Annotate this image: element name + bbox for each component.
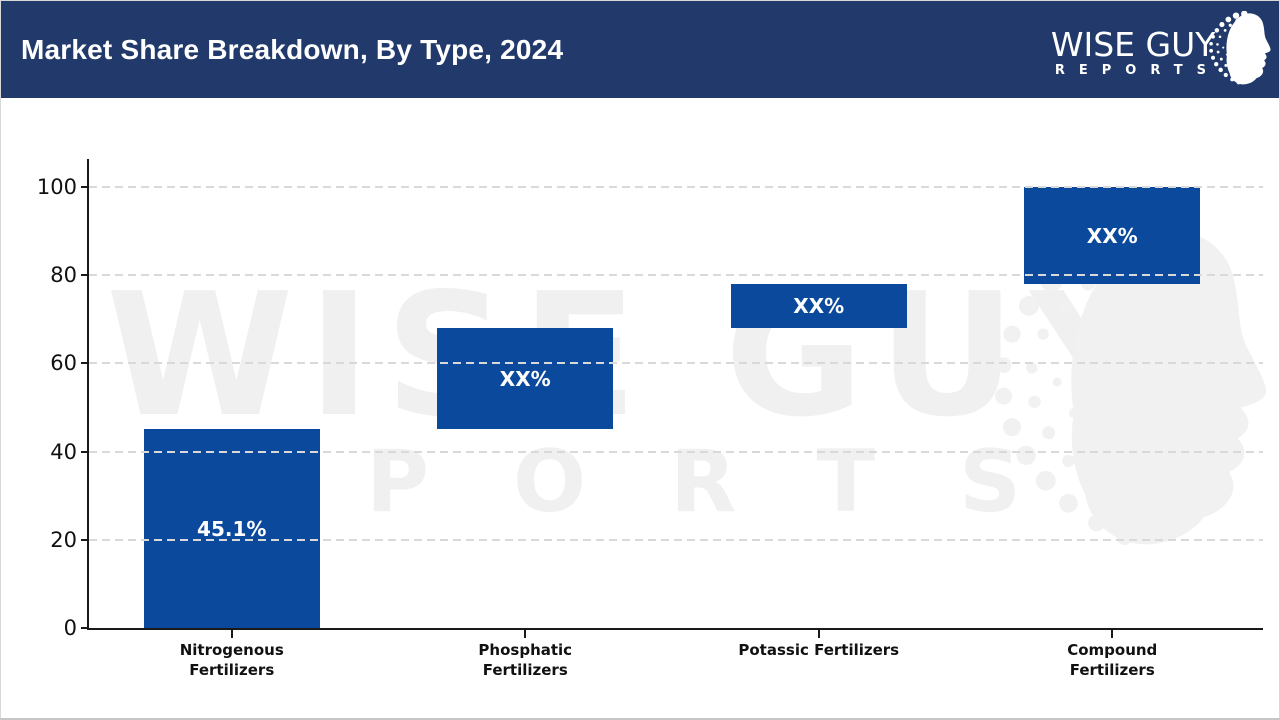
- y-gridline: [89, 186, 1263, 188]
- x-tick: [817, 630, 820, 638]
- bar: 45.1%: [143, 429, 320, 628]
- y-tick-label: 100: [36, 175, 77, 199]
- wise-guy-reports-logo: WISE GUY REPORTS: [1051, 9, 1273, 91]
- y-gridline: [89, 274, 1263, 277]
- x-category-label: Potassic Fertilizers: [738, 641, 900, 659]
- y-tick: [81, 450, 89, 453]
- y-gridline: [89, 538, 1263, 541]
- bar-value-label: XX%: [793, 294, 845, 319]
- y-tick-label: 0: [63, 616, 77, 640]
- logo-text-block: WISE GUY REPORTS: [1051, 28, 1220, 77]
- bar-value-label: XX%: [499, 366, 551, 391]
- watermark-ports-text: PORTS: [366, 432, 1106, 532]
- y-tick: [81, 186, 89, 188]
- y-tick: [81, 362, 89, 365]
- y-gridline: [89, 362, 1263, 365]
- x-category-label: Nitrogenous Fertilizers: [179, 641, 284, 679]
- bar: XX%: [437, 328, 614, 430]
- y-tick: [81, 538, 89, 541]
- logo-face-profile-icon: [1209, 10, 1271, 84]
- x-tick: [524, 630, 527, 638]
- y-tick-label: 20: [50, 527, 77, 552]
- x-axis-line: [87, 628, 1263, 630]
- y-tick-label: 40: [50, 439, 77, 464]
- y-gridline: [89, 450, 1263, 453]
- y-tick-label: 60: [50, 351, 77, 376]
- chart-plot-area: 45.1% Nitrogenous Fertilizers XX% Phosphati…: [1, 98, 1279, 718]
- logo-wiseguy-text: WISE GUY: [1050, 24, 1216, 64]
- bar: XX%: [1024, 187, 1201, 285]
- x-tick: [1111, 630, 1114, 638]
- bar-value-label: XX%: [1086, 223, 1138, 248]
- logo-reports-text: REPORTS: [1054, 62, 1220, 78]
- bar-value-label: 45.1%: [197, 516, 267, 541]
- y-tick: [81, 627, 89, 629]
- y-tick-label: 80: [50, 263, 77, 288]
- x-category-label: Phosphatic Fertilizers: [478, 641, 573, 679]
- bar: XX%: [730, 284, 907, 329]
- x-tick: [230, 630, 233, 638]
- watermark-wiseguy-text: WISE GUY: [106, 257, 1168, 455]
- header-bar: Market Share Breakdown, By Type, 2024 WI…: [1, 1, 1279, 98]
- page-title: Market Share Breakdown, By Type, 2024: [21, 33, 564, 65]
- y-tick: [81, 274, 89, 277]
- x-category-label: Compound Fertilizers: [1067, 641, 1158, 679]
- y-axis-line: [87, 159, 89, 630]
